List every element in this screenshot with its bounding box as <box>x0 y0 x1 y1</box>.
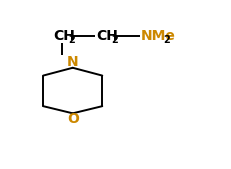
Text: N: N <box>67 55 79 69</box>
Text: 2: 2 <box>68 35 75 45</box>
Text: 2: 2 <box>163 35 170 45</box>
Text: 2: 2 <box>111 35 118 45</box>
Text: CH: CH <box>53 29 75 43</box>
Text: O: O <box>67 112 79 126</box>
Text: CH: CH <box>96 29 118 43</box>
Text: NMe: NMe <box>141 29 176 43</box>
